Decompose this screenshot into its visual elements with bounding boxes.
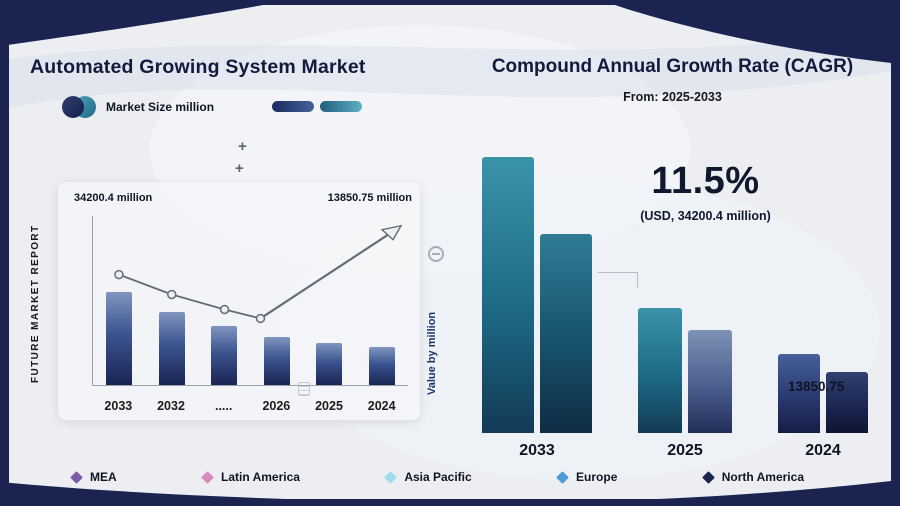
circle-minus-icon	[428, 246, 444, 262]
swoosh-decor	[0, 25, 900, 110]
legend-item-mea: MEA	[70, 470, 117, 484]
market-size-bar	[316, 343, 343, 385]
cagr-bar	[826, 372, 868, 433]
legend-item-latin-america: Latin America	[201, 470, 300, 484]
bar-group: 2025	[638, 308, 732, 460]
left-chart-title: Automated Growing System Market	[30, 56, 366, 78]
legend-label: Asia Pacific	[404, 470, 472, 484]
bar-group-label: 2033	[519, 442, 555, 459]
legend-label: Latin America	[221, 470, 300, 484]
corner-bottom-left	[0, 482, 480, 506]
market-size-legend: Market Size million	[62, 94, 214, 120]
market-size-bar	[368, 347, 395, 385]
market-size-bar	[263, 337, 290, 385]
legend-item-asia-pacific: Asia Pacific	[384, 470, 472, 484]
cagr-bar	[540, 234, 592, 433]
market-size-label: Market Size million	[106, 100, 215, 114]
bar-group: 2033	[482, 157, 592, 460]
corner-top-left	[0, 0, 290, 46]
market-size-icon	[62, 94, 96, 120]
cagr-bar	[638, 308, 682, 433]
step-line-decor	[598, 272, 638, 288]
bar-group-label: 2025	[667, 442, 703, 459]
left-x-axis: 2033 2032..... 2026 2025 2024	[92, 399, 408, 413]
bar-pair	[778, 354, 868, 433]
legend-item-europe: Europe	[556, 470, 618, 484]
cagr-block: 11.5% (USD, 34200.4 million)	[578, 160, 833, 223]
legend-diamond-icon	[384, 470, 398, 484]
cagr-bar	[778, 354, 820, 433]
cagr-bar	[482, 157, 534, 433]
left-y-axis-label: FUTURE MARKET REPORT	[30, 224, 41, 384]
pill-teal	[320, 101, 362, 112]
corner-bottom-right	[580, 480, 900, 506]
market-size-bar	[106, 292, 133, 385]
legend-diamond-icon	[201, 470, 214, 484]
x-axis-label: 2025	[315, 399, 343, 413]
annotation-last-bar: 13850.75 million	[327, 192, 412, 204]
bar-pair	[482, 157, 592, 433]
frame-right	[891, 0, 900, 506]
legend-item-north-america: North America	[701, 470, 804, 484]
plus-decor-icon: +	[238, 138, 247, 155]
left-plot-area	[92, 216, 408, 396]
legend-label: MEA	[90, 470, 117, 484]
frame-bottom	[0, 499, 900, 506]
pill-navy	[272, 101, 314, 112]
market-size-bar	[211, 325, 238, 385]
x-axis-label: 2024	[367, 399, 396, 413]
cagr-note: (USD, 34200.4 million)	[640, 209, 771, 223]
legend-diamond-icon	[556, 470, 569, 484]
plus-decor-icon: +	[235, 160, 244, 177]
right-chart: 2033 2025 2024	[476, 157, 874, 460]
legend-diamond-icon	[701, 470, 715, 484]
gradient-pill-decor	[272, 101, 362, 112]
legend-label: North America	[721, 470, 804, 484]
region-legend: MEA Latin America Asia Pacific Europe North …	[70, 470, 804, 484]
frame-left	[0, 0, 9, 506]
right-chart-title: Compound Annual Growth Rate (CAGR)	[491, 56, 854, 77]
market-size-bar	[158, 311, 185, 385]
annotation-first-bar: 34200.4 million	[74, 192, 153, 204]
x-axis-label: 2033	[104, 399, 133, 413]
left-bars	[93, 216, 408, 385]
cagr-bar	[688, 330, 732, 433]
bar-group: 2024	[778, 354, 868, 460]
corner-top-right	[600, 0, 900, 64]
cagr-value: 11.5%	[651, 160, 760, 202]
square-decor-icon	[298, 382, 310, 396]
left-chart: 34200.4 million 13850.75 million 2033 203…	[58, 182, 420, 420]
right-y-axis-label: Value by million	[426, 311, 438, 395]
x-axis-label: 2026	[262, 399, 291, 413]
legend-label: Europe	[576, 470, 618, 484]
x-axis-label: .....	[214, 399, 233, 413]
bar-pair	[638, 308, 732, 433]
bar-group-label: 2024	[805, 442, 841, 459]
x-axis-label: 2032	[157, 399, 185, 413]
right-chart-subtitle: From: 2025-2033	[623, 90, 722, 104]
legend-diamond-icon	[70, 470, 83, 484]
frame-top	[0, 0, 900, 5]
bar-value-label: 13850.75	[788, 379, 845, 394]
